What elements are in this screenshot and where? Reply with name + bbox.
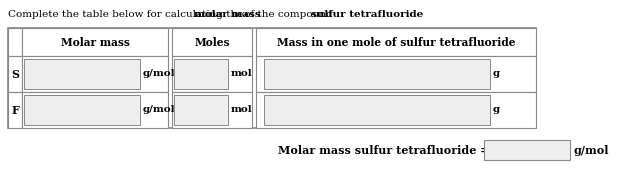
Text: of the compound: of the compound [241,10,336,19]
Text: mol: mol [231,70,253,78]
Text: g/mol: g/mol [143,70,175,78]
Text: Mass in one mole of sulfur tetrafluoride: Mass in one mole of sulfur tetrafluoride [277,37,515,48]
Text: Molar mass sulfur tetrafluoride =: Molar mass sulfur tetrafluoride = [278,145,489,155]
Text: g/mol: g/mol [573,145,608,155]
Text: g: g [493,70,500,78]
Text: g/mol: g/mol [143,106,175,114]
Text: .: . [406,10,409,19]
Text: Molar mass: Molar mass [61,37,129,48]
Text: mol: mol [231,106,253,114]
Text: sulfur tetrafluoride: sulfur tetrafluoride [311,10,423,19]
Text: F: F [11,104,19,116]
Text: S: S [11,68,19,80]
Text: molar mass: molar mass [193,10,260,19]
Text: Complete the table below for calculating the: Complete the table below for calculating… [8,10,246,19]
Text: g: g [493,106,500,114]
Text: Moles: Moles [194,37,230,48]
